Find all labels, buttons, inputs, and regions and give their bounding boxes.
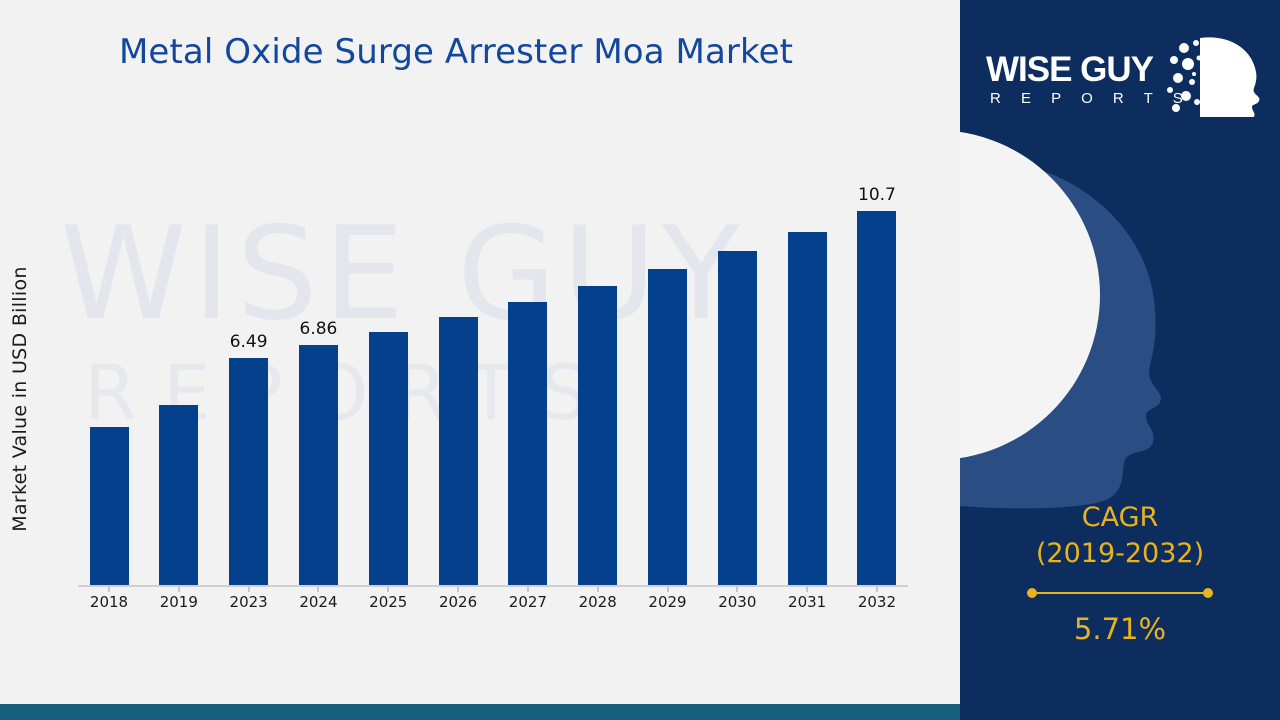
bar bbox=[508, 302, 548, 585]
x-axis-line bbox=[78, 585, 908, 587]
cagr-value: 5.71% bbox=[1073, 611, 1167, 646]
bar bbox=[857, 211, 897, 585]
x-axis-tick-label: 2019 bbox=[159, 593, 198, 611]
cagr-label: CAGR bbox=[1081, 502, 1159, 533]
bar bbox=[368, 332, 408, 585]
x-axis-tick bbox=[108, 585, 110, 592]
x-axis-tick-labels: 2018 2019 2023 2024 2025 2026 2027 2028 2029 2030… bbox=[78, 593, 908, 611]
x-axis-tick bbox=[806, 585, 808, 592]
logo-wordmark: WISE GUY bbox=[986, 50, 1154, 89]
x-axis-tick bbox=[317, 585, 319, 592]
bar-slot: 6.49 bbox=[218, 180, 280, 592]
bar-value-label: 6.49 bbox=[229, 332, 268, 352]
x-axis-tick-label: 2027 bbox=[508, 593, 547, 611]
x-axis-tick-label: 2026 bbox=[438, 593, 478, 611]
bar-slot: 10.7 bbox=[846, 180, 908, 592]
cagr-divider bbox=[1027, 587, 1213, 598]
bar bbox=[578, 286, 618, 585]
x-axis-tick bbox=[248, 585, 250, 592]
chart-panel: Metal Oxide Surge Arrester Moa Market WI… bbox=[9, 32, 908, 611]
x-axis-tick bbox=[387, 585, 389, 592]
bar-slot bbox=[427, 180, 489, 592]
cagr-period: (2019-2032) bbox=[1035, 537, 1205, 569]
bar bbox=[229, 358, 269, 585]
x-axis-tick-label: 2018 bbox=[89, 593, 129, 611]
brand-panel: WISE GUY R E P O R T S CAGR (2019-2032) bbox=[960, 0, 1280, 720]
bar-slot bbox=[706, 180, 768, 592]
x-axis-tick-label: 2028 bbox=[578, 593, 617, 611]
bar bbox=[717, 251, 757, 585]
x-axis-tick bbox=[736, 585, 738, 592]
brand-logo: WISE GUY R E P O R T S bbox=[970, 28, 1270, 120]
bar-slot bbox=[776, 180, 838, 592]
bottom-accent-strip bbox=[0, 704, 960, 720]
page-title: Metal Oxide Surge Arrester Moa Market bbox=[119, 32, 794, 72]
x-axis-tick-label: 2025 bbox=[369, 593, 408, 611]
logo-tagline: R E P O R T S bbox=[990, 90, 1191, 107]
x-axis-tick-label: 2032 bbox=[857, 593, 897, 611]
bar bbox=[89, 427, 129, 585]
x-axis-tick-label: 2029 bbox=[648, 593, 687, 611]
cagr-block: CAGR (2019-2032) 5.71% bbox=[960, 500, 1280, 646]
bar-slot bbox=[637, 180, 699, 592]
x-axis-tick bbox=[457, 585, 459, 592]
x-axis-tick bbox=[178, 585, 180, 592]
bar-slot: 6.86 bbox=[287, 180, 349, 592]
bar-series: 6.49 6.86 10.7 bbox=[78, 180, 908, 592]
divider-line bbox=[1032, 591, 1208, 594]
divider-dot-right bbox=[1203, 587, 1213, 598]
x-axis-tick-label: 2023 bbox=[229, 593, 268, 611]
bar bbox=[159, 405, 199, 585]
bar-slot bbox=[567, 180, 629, 592]
bar-slot bbox=[148, 180, 210, 592]
x-axis-tick bbox=[667, 585, 668, 592]
bar bbox=[298, 345, 338, 585]
bar-value-label: 10.7 bbox=[858, 185, 896, 205]
x-axis-tick bbox=[527, 585, 529, 592]
x-axis-tick-label: 2031 bbox=[788, 593, 827, 611]
x-axis-tick-label: 2024 bbox=[299, 593, 338, 611]
bar-slot bbox=[497, 180, 559, 592]
bar-value-label: 6.86 bbox=[299, 319, 338, 339]
bar bbox=[787, 232, 827, 585]
bar bbox=[438, 317, 478, 585]
x-axis-tick bbox=[597, 585, 599, 592]
x-axis-tick-label: 2030 bbox=[718, 593, 757, 611]
logo-head-icon bbox=[1167, 37, 1260, 117]
x-axis-tick bbox=[876, 585, 878, 592]
bar bbox=[648, 269, 687, 585]
molecule-dots-decoration bbox=[960, 130, 1100, 460]
bar-slot bbox=[78, 180, 140, 592]
bar-slot bbox=[357, 180, 419, 592]
y-axis-label: Market Value in USD Billion bbox=[9, 266, 31, 532]
